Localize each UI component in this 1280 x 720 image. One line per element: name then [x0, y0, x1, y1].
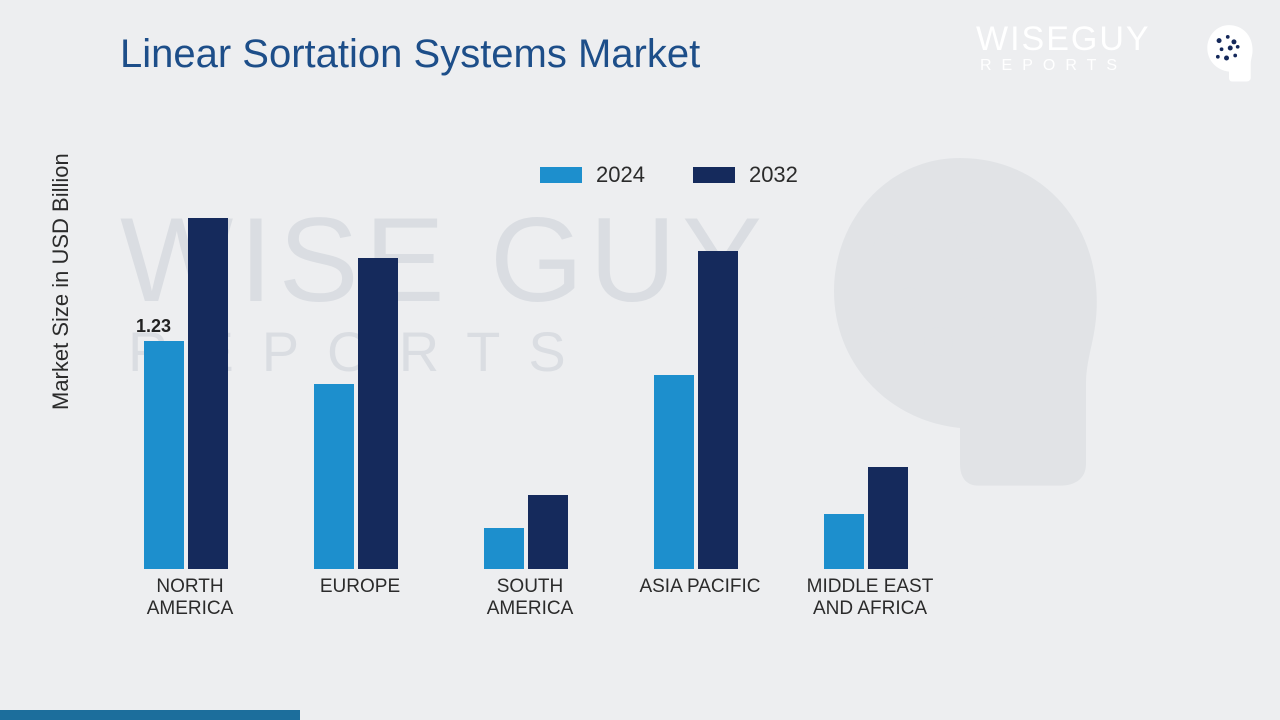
side-panel: [965, 0, 1280, 720]
bar-value-label: 1.23: [136, 316, 171, 337]
bar-2024: [144, 341, 184, 569]
legend-item-2032: 2032: [693, 162, 798, 188]
brand-head-icon: [1198, 22, 1260, 84]
legend-swatch-2032: [693, 167, 735, 183]
bar-2024: [314, 384, 354, 569]
footer-accent-bar: [0, 710, 300, 720]
brand-logo: WISEGUY REPORTS: [976, 20, 1256, 75]
bar-chart: Market Size in USD Billion 2024 2032 1.2…: [60, 150, 960, 690]
bar-2024: [484, 528, 524, 569]
bar-2032: [188, 218, 228, 570]
bar-2032: [698, 251, 738, 569]
legend-label-2032: 2032: [749, 162, 798, 188]
chart-legend: 2024 2032: [540, 162, 798, 188]
y-axis-label: Market Size in USD Billion: [48, 153, 74, 410]
legend-item-2024: 2024: [540, 162, 645, 188]
category-label: MIDDLE EAST AND AFRICA: [800, 576, 940, 620]
category-label: SOUTH AMERICA: [460, 576, 600, 620]
legend-swatch-2024: [540, 167, 582, 183]
bar-2024: [824, 514, 864, 570]
brand-word-wise: WISE: [976, 20, 1071, 58]
category-label: ASIA PACIFIC: [630, 576, 770, 598]
bar-2032: [868, 467, 908, 569]
bar-2032: [528, 495, 568, 569]
chart-title: Linear Sortation Systems Market: [120, 32, 700, 77]
bar-2032: [358, 258, 398, 569]
plot-area: 1.23: [110, 200, 950, 570]
brand-word-guy: GUY: [1071, 20, 1151, 58]
category-label: NORTH AMERICA: [120, 576, 260, 620]
legend-label-2024: 2024: [596, 162, 645, 188]
category-label: EUROPE: [290, 576, 430, 598]
bar-2024: [654, 375, 694, 569]
page-root: WISEGUY REPORTS Linear Sortation Systems…: [0, 0, 1280, 720]
